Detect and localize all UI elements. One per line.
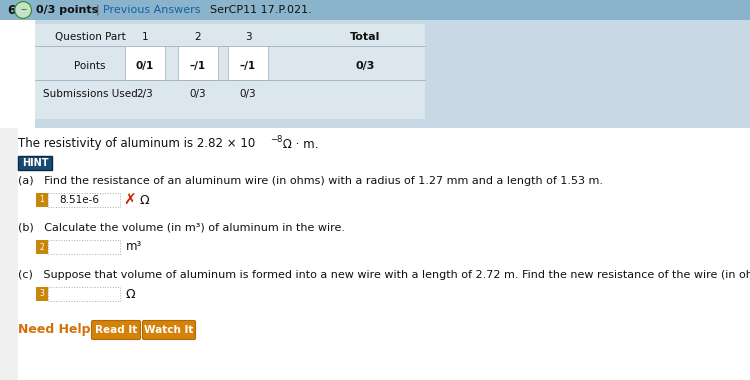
Text: 0/3: 0/3 — [356, 61, 375, 71]
Bar — [48, 193, 120, 207]
Text: (c)   Suppose that volume of aluminum is formed into a new wire with a length of: (c) Suppose that volume of aluminum is f… — [18, 270, 750, 280]
Bar — [0, 0, 750, 20]
Text: 6.: 6. — [7, 3, 20, 16]
Text: HINT: HINT — [22, 158, 48, 168]
Text: 2: 2 — [195, 32, 201, 42]
Bar — [228, 46, 268, 80]
Bar — [0, 20, 750, 128]
Text: The resistivity of aluminum is 2.82 × 10: The resistivity of aluminum is 2.82 × 10 — [18, 138, 255, 150]
Bar — [35, 24, 425, 119]
Text: SerCP11 17.P.021.: SerCP11 17.P.021. — [210, 5, 312, 15]
Text: −8: −8 — [270, 135, 282, 144]
Text: |: | — [96, 5, 100, 15]
Text: 1: 1 — [142, 32, 148, 42]
Text: 3: 3 — [40, 290, 44, 299]
Text: Read It: Read It — [94, 325, 137, 335]
Text: Need Help?: Need Help? — [18, 323, 98, 336]
Bar — [36, 193, 48, 207]
Text: Points: Points — [74, 61, 106, 71]
Text: 3: 3 — [244, 32, 251, 42]
Bar — [0, 128, 18, 380]
Bar — [48, 240, 120, 254]
Bar — [48, 287, 120, 301]
FancyBboxPatch shape — [142, 320, 196, 339]
Text: (a)   Find the resistance of an aluminum wire (in ohms) with a radius of 1.27 mm: (a) Find the resistance of an aluminum w… — [18, 176, 603, 186]
Text: 1: 1 — [40, 195, 44, 204]
Text: ✗: ✗ — [124, 193, 136, 207]
Text: Watch It: Watch It — [144, 325, 194, 335]
FancyBboxPatch shape — [18, 156, 52, 170]
Text: Question Part: Question Part — [55, 32, 125, 42]
Bar — [125, 46, 165, 80]
Text: 0/1: 0/1 — [136, 61, 154, 71]
Text: 0/3: 0/3 — [190, 89, 206, 99]
Text: 0/3 points: 0/3 points — [36, 5, 98, 15]
Bar — [178, 46, 218, 80]
Text: Submissions Used: Submissions Used — [43, 89, 137, 99]
Bar — [0, 20, 35, 128]
Bar — [36, 240, 48, 254]
Text: 8.51e-6: 8.51e-6 — [59, 195, 99, 205]
Text: –: – — [20, 3, 26, 16]
Text: Ω · m.: Ω · m. — [279, 138, 318, 150]
Text: –/1: –/1 — [240, 61, 256, 71]
Text: (b)   Calculate the volume (in m³) of aluminum in the wire.: (b) Calculate the volume (in m³) of alum… — [18, 223, 345, 233]
Text: 2/3: 2/3 — [136, 89, 153, 99]
FancyBboxPatch shape — [92, 320, 140, 339]
Text: Ω: Ω — [140, 193, 149, 206]
Text: 0/3: 0/3 — [240, 89, 256, 99]
Bar — [36, 287, 48, 301]
Bar — [0, 128, 750, 380]
Text: –/1: –/1 — [190, 61, 206, 71]
Text: Ω: Ω — [126, 288, 136, 301]
Text: 2: 2 — [40, 242, 44, 252]
Text: Previous Answers: Previous Answers — [103, 5, 200, 15]
Text: m³: m³ — [126, 241, 142, 253]
Text: Total: Total — [350, 32, 380, 42]
